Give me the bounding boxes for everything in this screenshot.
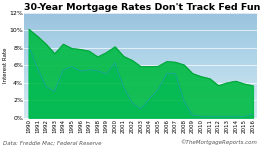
Text: 30-Year Mortgage Rates Don't Track Fed Funds Rate: 30-Year Mortgage Rates Don't Track Fed F…	[24, 3, 260, 12]
Text: ©TheMortgageReports.com: ©TheMortgageReports.com	[180, 140, 257, 145]
Y-axis label: Interest Rate: Interest Rate	[3, 47, 8, 83]
Text: Data: Freddie Mac; Federal Reserve: Data: Freddie Mac; Federal Reserve	[3, 140, 101, 145]
